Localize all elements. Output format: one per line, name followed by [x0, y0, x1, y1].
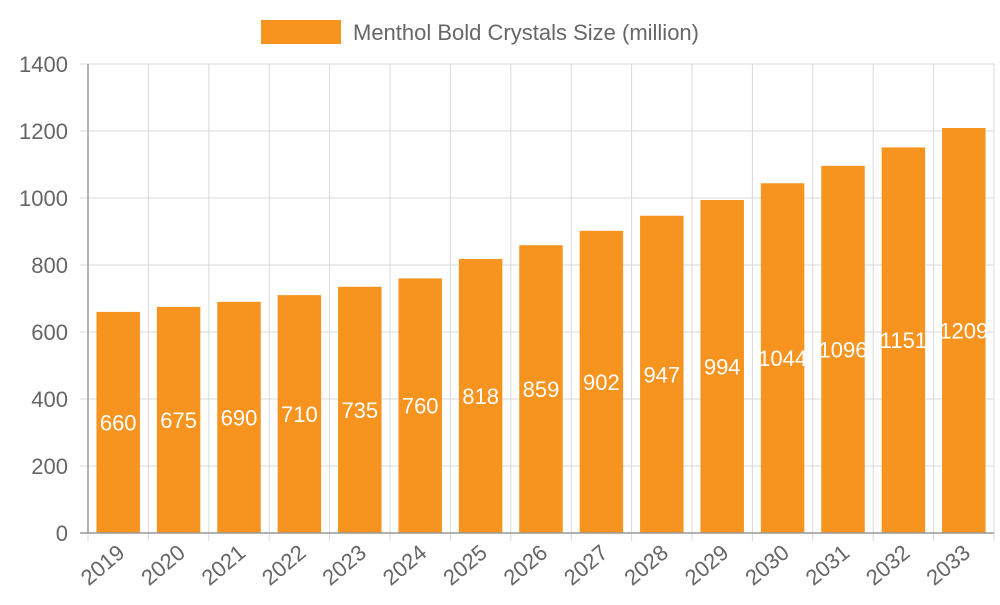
legend[interactable]: Menthol Bold Crystals Size (million) [261, 20, 699, 45]
data-label-2020: 675 [160, 408, 197, 433]
bar-2030[interactable] [760, 183, 805, 533]
y-tick-label: 400 [31, 387, 68, 412]
x-tick-label-2028: 2028 [619, 540, 673, 591]
data-label-2026: 859 [523, 377, 560, 402]
data-label-2029: 994 [704, 355, 741, 380]
y-tick-label: 0 [56, 521, 68, 546]
bar-2029[interactable] [700, 200, 744, 533]
bar-2021[interactable] [217, 301, 261, 533]
x-tick-label-2020: 2020 [136, 540, 190, 591]
x-tick-label-2026: 2026 [499, 540, 553, 591]
data-label-2031: 1096 [819, 337, 868, 362]
y-tick-label: 1400 [19, 52, 68, 77]
data-label-2030: 1044 [758, 346, 807, 371]
bar-2023[interactable] [338, 286, 382, 533]
x-tick-label-2030: 2030 [740, 540, 794, 591]
data-label-2024: 760 [402, 394, 439, 419]
bars-layer: 660 675 690 710 735 760 818 859 902 947 994 1044 109… [96, 127, 988, 534]
data-label-2028: 947 [643, 362, 680, 387]
x-tick-label-2033: 2033 [921, 540, 975, 591]
bar-2031[interactable] [821, 165, 865, 533]
bar-2022[interactable] [277, 295, 322, 533]
data-label-2019: 660 [100, 410, 137, 435]
bar-2020[interactable] [156, 306, 201, 533]
x-tick-label-2031: 2031 [801, 540, 855, 591]
x-tick-label-2025: 2025 [438, 540, 492, 591]
y-tick-label: 1200 [19, 119, 68, 144]
legend-swatch [261, 20, 341, 44]
bar-2033[interactable] [942, 127, 986, 534]
data-label-2025: 818 [462, 384, 499, 409]
data-label-2023: 735 [341, 398, 378, 423]
data-label-2032: 1151 [880, 328, 927, 353]
bar-2025[interactable] [458, 258, 503, 533]
x-tick-label-2022: 2022 [257, 540, 311, 591]
x-tick-label-2021: 2021 [197, 540, 251, 591]
bar-2028[interactable] [640, 215, 684, 533]
bar-2027[interactable] [579, 230, 624, 533]
y-tick-label: 600 [31, 320, 68, 345]
legend-label: Menthol Bold Crystals Size (million) [353, 20, 699, 45]
bar-2024[interactable] [398, 278, 442, 533]
x-tick-label-2019: 2019 [76, 540, 130, 591]
x-tick-label-2032: 2032 [861, 540, 915, 591]
y-tick-label: 200 [31, 454, 68, 479]
data-label-2022: 710 [281, 402, 318, 427]
y-tick-label: 800 [31, 253, 68, 278]
bar-2026[interactable] [519, 245, 563, 534]
x-tick-label-2029: 2029 [680, 540, 734, 591]
bar-2032[interactable] [881, 147, 926, 534]
grid-layer [80, 63, 995, 541]
bar-2019[interactable] [96, 311, 140, 533]
x-tick-label-2023: 2023 [317, 540, 371, 591]
x-tick-label-2027: 2027 [559, 540, 613, 591]
data-label-2021: 690 [221, 405, 258, 430]
y-tick-label: 1000 [19, 186, 68, 211]
data-label-2033: 1209 [939, 318, 988, 343]
x-tick-label-2024: 2024 [378, 540, 432, 591]
data-label-2027: 902 [583, 370, 620, 395]
